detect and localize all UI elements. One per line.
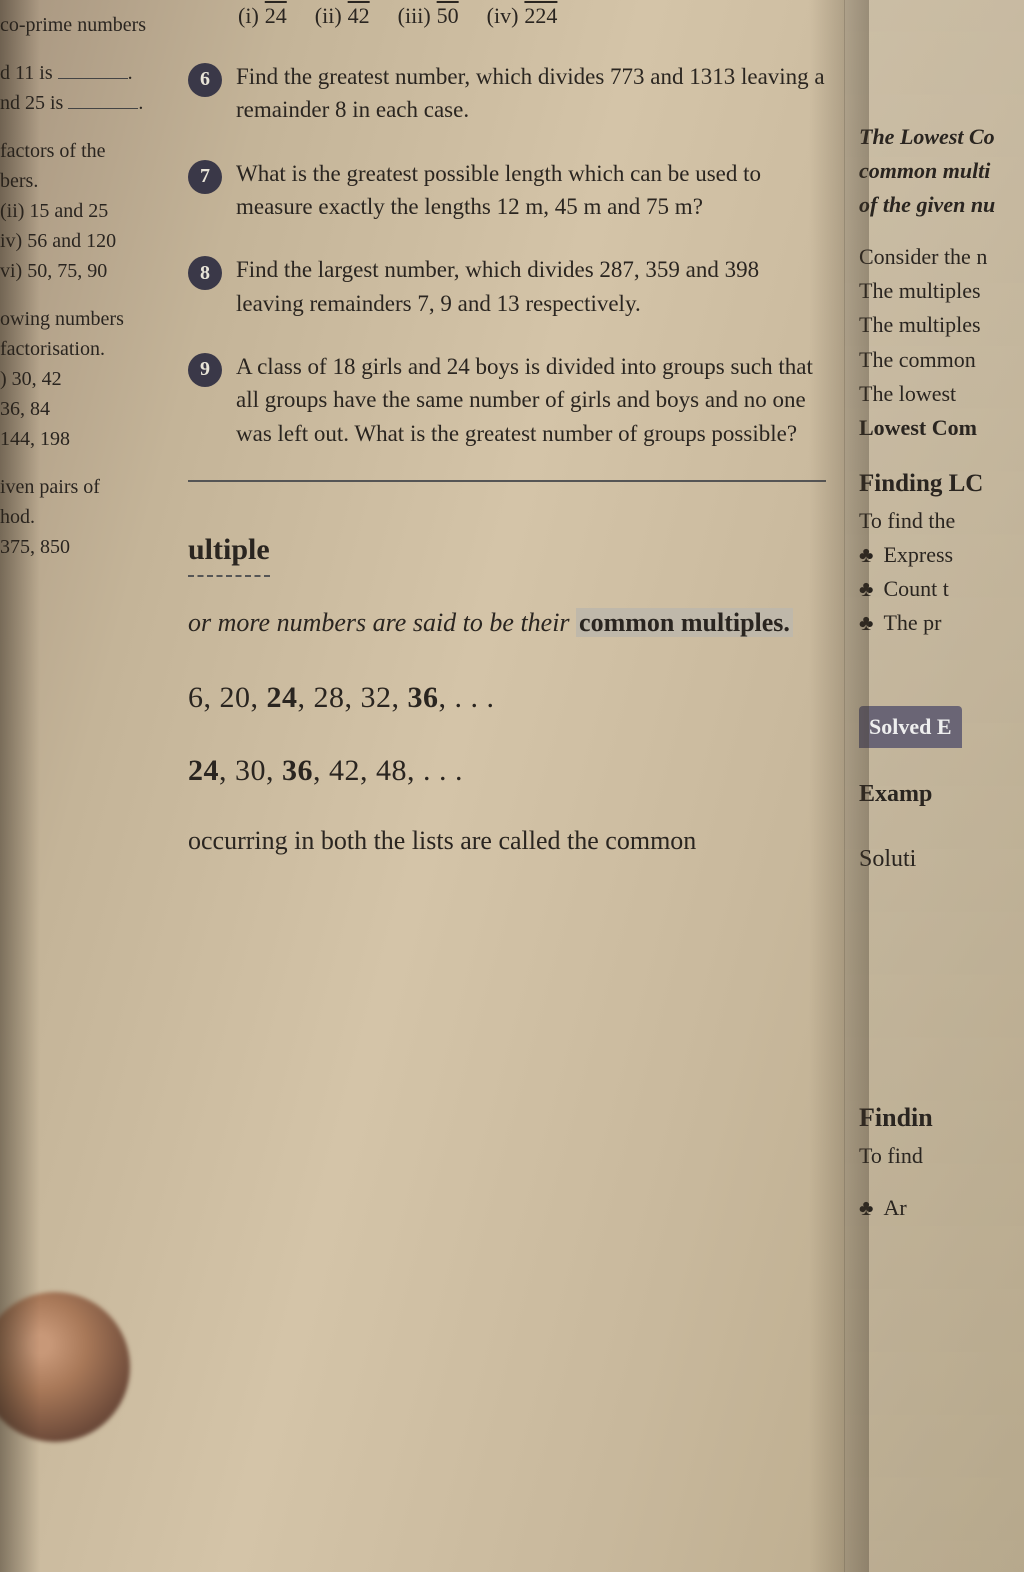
body-paragraph: occurring in both the lists are called t…	[188, 819, 826, 863]
text: 375, 850	[0, 536, 70, 558]
number-sequence-2: 24, 30, 36, 42, 48, . . .	[188, 749, 826, 793]
subheading: Finding LC	[859, 465, 1024, 504]
section-heading-multiple: ultiple	[188, 528, 270, 578]
text: common multi	[859, 154, 1024, 188]
solved-example-tab: Solved E	[859, 706, 962, 748]
divider	[188, 480, 826, 482]
label: (iv)	[487, 0, 519, 32]
text: iv) 56 and 120	[0, 230, 116, 252]
question-6: 6 Find the greatest number, which divide…	[188, 60, 826, 127]
text: The Lowest Co	[859, 120, 1024, 154]
text: 36, 84	[0, 398, 50, 420]
text-fragment: owing numbers factorisation. ) 30, 42 36…	[0, 304, 172, 454]
text: Soluti	[859, 841, 1024, 878]
question-text: A class of 18 girls and 24 boys is divid…	[236, 350, 826, 450]
question-number-badge: 6	[188, 63, 222, 97]
question-9: 9 A class of 18 girls and 24 boys is div…	[188, 350, 826, 450]
text: The multiples	[859, 308, 1024, 342]
text: factorisation.	[0, 338, 105, 360]
text: ) 30, 42	[0, 368, 62, 390]
text-fragment: iven pairs of hod. 375, 850	[0, 472, 172, 562]
text: To find the	[859, 504, 1024, 538]
text: The multiples	[859, 274, 1024, 308]
value: 42	[348, 0, 370, 32]
bullet-item: The pr	[859, 606, 1024, 640]
text: Examp	[859, 776, 1024, 813]
text: nd 25 is	[0, 92, 68, 114]
text: bers.	[0, 170, 38, 192]
bullet-item: Express	[859, 538, 1024, 572]
text: The lowest	[859, 377, 1024, 411]
text: vi) 50, 75, 90	[0, 260, 107, 282]
number-sequence-1: 6, 20, 24, 28, 32, 36, . . .	[188, 676, 826, 720]
text: owing numbers	[0, 308, 124, 330]
value: 50	[437, 0, 459, 32]
label: (ii)	[315, 0, 342, 32]
question-number-badge: 7	[188, 160, 222, 194]
option: (ii) 42	[315, 0, 370, 32]
body-paragraph: or more numbers are said to be their com…	[188, 601, 826, 645]
option: (iv) 224	[487, 0, 558, 32]
fraction-options-row: (i) 24 (ii) 42 (iii) 50 (iv) 224	[188, 0, 826, 32]
text: factors of the	[0, 140, 106, 162]
text-fragment: d 11 is . nd 25 is .	[0, 58, 172, 118]
question-7: 7 What is the greatest possible length w…	[188, 157, 826, 224]
subheading: Findin	[859, 1098, 1024, 1138]
blank-line	[58, 78, 128, 79]
text: (ii) 15 and 25	[0, 200, 108, 222]
value: 24	[265, 0, 287, 32]
text: Lowest Com	[859, 411, 1024, 445]
label: (iii)	[398, 0, 431, 32]
option: (iii) 50	[398, 0, 459, 32]
question-number-badge: 9	[188, 353, 222, 387]
option: (i) 24	[238, 0, 287, 32]
bullet-item: Count t	[859, 572, 1024, 606]
text: of the given nu	[859, 188, 1024, 222]
label: (i)	[238, 0, 259, 32]
question-8: 8 Find the largest number, which divides…	[188, 253, 826, 320]
blank-line	[68, 108, 138, 109]
value: 224	[524, 0, 557, 32]
question-text: Find the greatest number, which divides …	[236, 60, 826, 127]
text-fragment: factors of the bers. (ii) 15 and 25 iv) …	[0, 136, 172, 286]
text: hod.	[0, 506, 35, 528]
text: To find	[859, 1139, 1024, 1173]
text: iven pairs of	[0, 476, 100, 498]
text: Consider the n	[859, 240, 1024, 274]
text: The common	[859, 343, 1024, 377]
question-text: Find the largest number, which divides 2…	[236, 253, 826, 320]
text: or more numbers are said to be their	[188, 608, 576, 637]
text: 144, 198	[0, 428, 70, 450]
bullet-item: Ar	[859, 1191, 1024, 1225]
text: d 11 is	[0, 62, 58, 84]
right-page-fragment: The Lowest Co common multi of the given …	[844, 0, 1024, 1572]
main-content-column: (i) 24 (ii) 42 (iii) 50 (iv) 224 6 Find …	[180, 0, 844, 1572]
text-fragment: co-prime numbers	[0, 10, 172, 40]
page-root: co-prime numbers d 11 is . nd 25 is . fa…	[0, 0, 1024, 1572]
question-number-badge: 8	[188, 256, 222, 290]
question-text: What is the greatest possible length whi…	[236, 157, 826, 224]
highlighted-term: common multiples.	[576, 608, 793, 637]
